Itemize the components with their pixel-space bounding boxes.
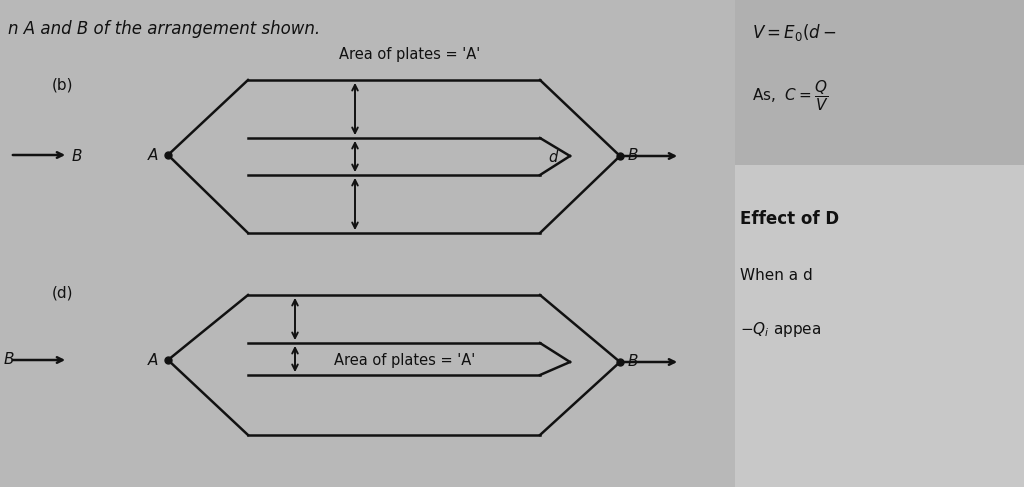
Text: B: B (628, 354, 639, 369)
Text: When a d: When a d (740, 268, 813, 283)
Text: B: B (628, 148, 639, 163)
Text: $V = E_0(d -$: $V = E_0(d -$ (752, 22, 837, 43)
Text: Area of plates = 'A': Area of plates = 'A' (339, 47, 480, 62)
Text: A: A (148, 353, 159, 368)
Text: B: B (4, 352, 14, 367)
Text: Area of plates = 'A': Area of plates = 'A' (335, 353, 475, 368)
Text: Effect of D: Effect of D (740, 210, 839, 228)
Text: (d): (d) (52, 285, 74, 300)
Text: B: B (72, 149, 83, 164)
Text: As,  $C = \dfrac{Q}{V}$: As, $C = \dfrac{Q}{V}$ (752, 78, 828, 113)
Text: d: d (548, 150, 557, 166)
Bar (735, 0, 1024, 165)
Text: $-Q_i$ appea: $-Q_i$ appea (740, 320, 821, 339)
Text: n A and B of the arrangement shown.: n A and B of the arrangement shown. (8, 20, 321, 38)
Text: A: A (148, 148, 159, 163)
Bar (735, 0, 1024, 487)
Text: (b): (b) (52, 78, 74, 93)
